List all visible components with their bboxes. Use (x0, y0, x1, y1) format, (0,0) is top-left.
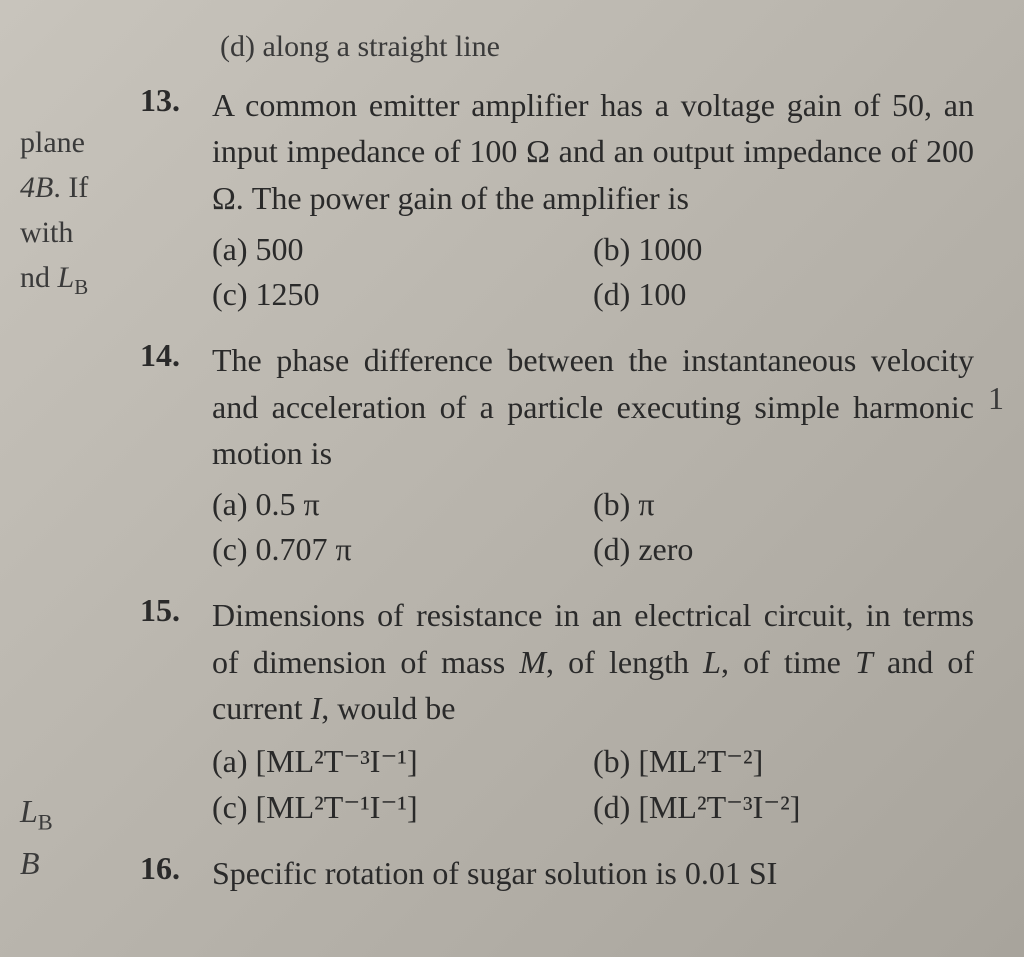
margin-line-2: 4B. If (20, 165, 120, 210)
options-15: (a) [ML²T⁻³I⁻¹] (b) [ML²T⁻²] (c) [ML²T⁻¹… (212, 742, 974, 826)
question-number-13: 13. (140, 82, 212, 119)
margin-line-4: nd LB (20, 255, 120, 304)
option-14c: (c) 0.707 π (212, 531, 593, 568)
margin-line-3: with (20, 210, 120, 255)
left-margin-bottom-text: LB B (20, 787, 53, 887)
question-text-14: The phase difference between the instant… (212, 337, 974, 476)
question-number-15: 15. (140, 592, 212, 629)
question-text-16: Specific rotation of sugar solution is 0… (212, 850, 974, 896)
question-14: 14. The phase difference between the ins… (140, 337, 974, 568)
option-15a: (a) [ML²T⁻³I⁻¹] (212, 742, 593, 780)
right-edge-text: 1 (988, 380, 1004, 417)
question-text-13: A common emitter amplifier has a voltage… (212, 82, 974, 221)
margin-bottom-line-2: B (20, 839, 53, 887)
option-14b: (b) π (593, 486, 974, 523)
question-15: 15. Dimensions of resistance in an elect… (140, 592, 974, 825)
question-text-15: Dimensions of resistance in an electrica… (212, 592, 974, 731)
option-15c: (c) [ML²T⁻¹I⁻¹] (212, 788, 593, 826)
margin-line-1: plane (20, 120, 120, 165)
option-15d: (d) [ML²T⁻³I⁻²] (593, 788, 974, 826)
question-number-16: 16. (140, 850, 212, 887)
option-15b: (b) [ML²T⁻²] (593, 742, 974, 780)
question-number-14: 14. (140, 337, 212, 374)
option-13c: (c) 1250 (212, 276, 593, 313)
left-margin-text: plane 4B. If with nd LB (20, 120, 120, 304)
previous-question-fragment: (d) along a straight line (220, 30, 974, 64)
option-13a: (a) 500 (212, 231, 593, 268)
option-13b: (b) 1000 (593, 231, 974, 268)
option-14d: (d) zero (593, 531, 974, 568)
option-13d: (d) 100 (593, 276, 974, 313)
question-16: 16. Specific rotation of sugar solution … (140, 850, 974, 896)
question-13: 13. A common emitter amplifier has a vol… (140, 82, 974, 313)
options-14: (a) 0.5 π (b) π (c) 0.707 π (d) zero (212, 486, 974, 568)
main-content: (d) along a straight line 13. A common e… (140, 30, 974, 896)
option-14a: (a) 0.5 π (212, 486, 593, 523)
margin-bottom-line-1: LB (20, 787, 53, 839)
options-13: (a) 500 (b) 1000 (c) 1250 (d) 100 (212, 231, 974, 313)
